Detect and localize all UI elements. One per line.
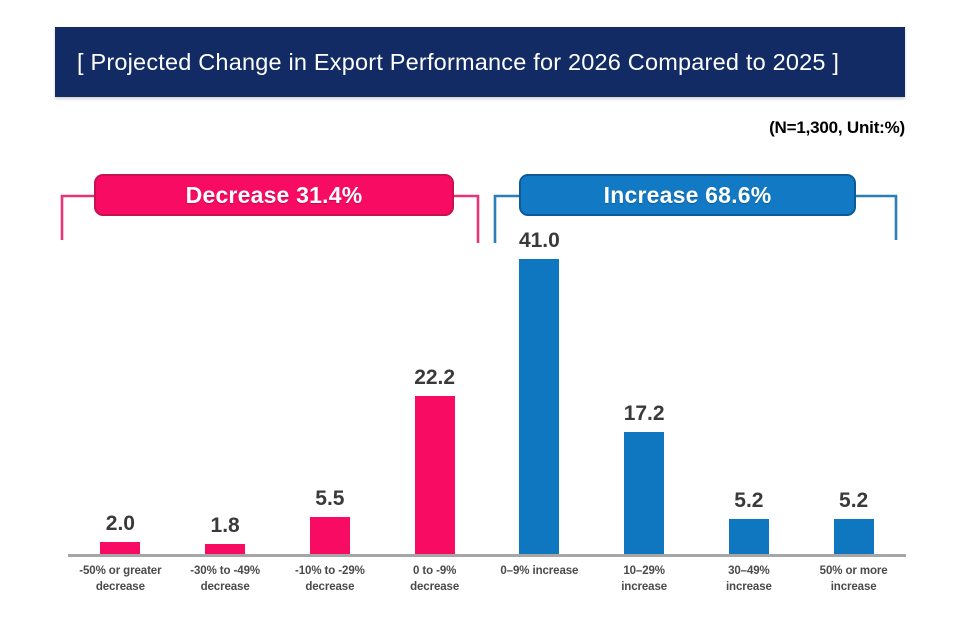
category-label-line: increase	[830, 581, 877, 593]
bar-chart-plot-area: 2.0 1.8 5.5 22.2 41.0 17.2 5.2 5.2	[68, 229, 906, 557]
bar-decrease[interactable]	[100, 542, 141, 557]
bar-increase[interactable]	[833, 519, 874, 557]
axis-baseline	[68, 554, 906, 557]
category-label: 10–29% increase	[592, 563, 697, 595]
bar-slot: 1.8	[173, 230, 278, 557]
category-label-line: 50% or more	[819, 565, 888, 577]
category-label-line: 0 to -9%	[412, 565, 457, 577]
bar-value-label: 1.8	[210, 513, 240, 537]
group-banner-decrease-label: Decrease 31.4%	[185, 181, 363, 208]
category-label: 0–9% increase	[487, 563, 592, 579]
bar-value-label: 41.0	[518, 229, 560, 252]
group-banner-increase-label: Increase 68.6%	[603, 181, 772, 208]
bar-slot: 5.2	[801, 230, 906, 557]
category-label: -10% to -29% decrease	[278, 563, 383, 595]
category-label-line: -50% or greater	[79, 565, 162, 577]
bar-value-label: 5.2	[734, 489, 764, 513]
category-label-line: 0–9% increase	[500, 565, 579, 577]
category-label-line: decrease	[410, 581, 460, 593]
bar-slot: 2.0	[68, 230, 173, 557]
group-banner-decrease: Decrease 31.4%	[94, 174, 454, 216]
category-label-line: -10% to -29%	[295, 565, 365, 577]
category-label-line: increase	[621, 581, 668, 593]
bar-value-label: 5.5	[315, 487, 345, 511]
bar-slot: 17.2	[592, 230, 697, 557]
category-label: -50% or greater decrease	[68, 563, 173, 595]
sample-size-note: (N=1,300, Unit:%)	[769, 118, 905, 137]
bar-value-label: 17.2	[623, 402, 665, 425]
category-label: -30% to -49% decrease	[173, 563, 278, 595]
category-label-line: decrease	[95, 581, 145, 593]
category-label: 30–49% increase	[697, 563, 802, 595]
title-bar: [ Projected Change in Export Performance…	[55, 27, 905, 97]
bar-slot: 5.2	[697, 230, 802, 557]
category-label: 50% or more increase	[801, 563, 906, 595]
bar-increase[interactable]	[519, 259, 560, 557]
bar-increase[interactable]	[728, 519, 769, 557]
category-label-line: increase	[725, 581, 772, 593]
bar-slot: 22.2	[382, 230, 487, 557]
bar-slot: 41.0	[487, 229, 592, 557]
category-label-line: decrease	[200, 581, 250, 593]
bar-value-label: 22.2	[414, 365, 456, 389]
bar-decrease[interactable]	[414, 395, 455, 557]
category-label-line: 30–49%	[728, 565, 770, 577]
x-axis-category-labels: -50% or greater decrease -30% to -49% decre…	[68, 563, 906, 623]
category-label-line: 10–29%	[623, 565, 665, 577]
group-banner-increase: Increase 68.6%	[519, 174, 856, 216]
category-label-line: decrease	[305, 581, 355, 593]
bar-value-label: 5.2	[839, 489, 869, 513]
bar-increase[interactable]	[624, 432, 665, 557]
bar-slot: 5.5	[278, 230, 383, 557]
bar-decrease[interactable]	[205, 543, 246, 557]
bar-decrease[interactable]	[309, 517, 350, 557]
category-label-line: -30% to -49%	[190, 565, 260, 577]
page-title: [ Projected Change in Export Performance…	[77, 48, 840, 75]
bar-value-label: 2.0	[105, 512, 135, 536]
category-label: 0 to -9% decrease	[382, 563, 487, 595]
